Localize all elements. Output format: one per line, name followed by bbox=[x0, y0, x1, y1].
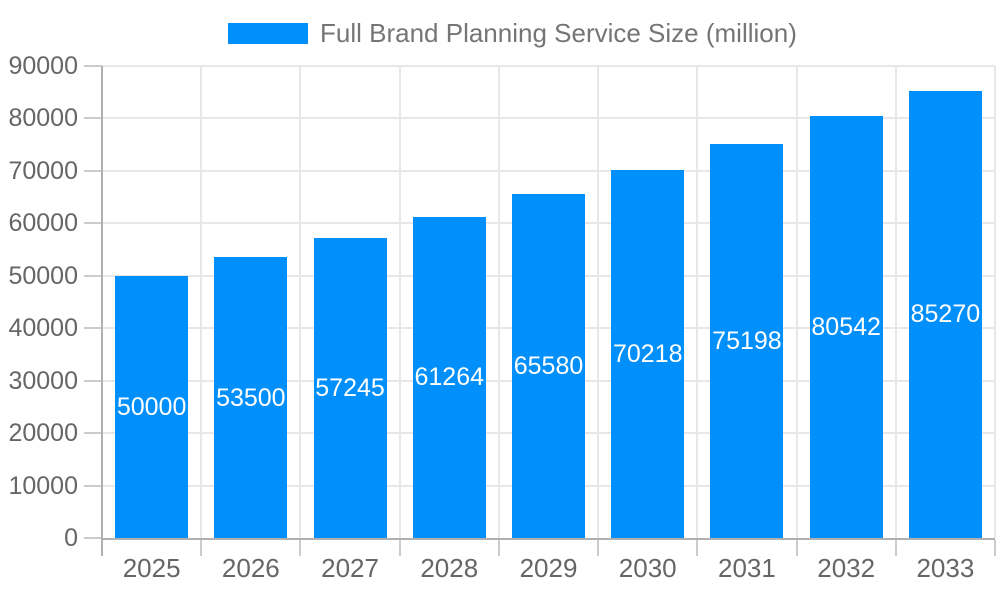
bar-value-label: 75198 bbox=[712, 326, 782, 355]
bar-value-label: 53500 bbox=[216, 383, 286, 412]
x-axis-label: 2026 bbox=[221, 553, 280, 583]
y-axis-tick bbox=[84, 65, 102, 67]
gridline-vertical bbox=[398, 66, 401, 538]
x-axis-tick bbox=[299, 540, 302, 556]
y-axis-label: 20000 bbox=[8, 419, 78, 448]
y-axis-tick bbox=[84, 379, 102, 382]
bar[interactable] bbox=[115, 275, 189, 538]
y-axis-tick bbox=[84, 274, 102, 277]
bar-value-label: 80542 bbox=[811, 312, 881, 341]
y-axis-label: 30000 bbox=[8, 366, 78, 395]
gridline-vertical bbox=[497, 66, 500, 538]
bar[interactable] bbox=[412, 216, 486, 538]
x-axis-tick bbox=[696, 540, 699, 556]
y-axis-tick bbox=[84, 537, 102, 539]
legend-marker-swatch bbox=[228, 22, 308, 44]
gridline-vertical bbox=[696, 66, 699, 538]
x-axis-tick bbox=[398, 540, 401, 556]
bar-value-label: 50000 bbox=[116, 392, 187, 421]
gridline-horizontal bbox=[102, 65, 995, 67]
x-axis-label: 2030 bbox=[618, 553, 677, 583]
bar[interactable] bbox=[908, 90, 982, 538]
y-axis-tick bbox=[84, 222, 102, 225]
y-axis-tick bbox=[84, 169, 102, 172]
x-axis-tick bbox=[894, 540, 897, 556]
y-axis-tick bbox=[84, 327, 102, 330]
y-axis-label: 10000 bbox=[8, 471, 78, 500]
y-axis-label: 40000 bbox=[8, 314, 78, 343]
bar[interactable] bbox=[710, 143, 784, 538]
gridline-vertical bbox=[795, 66, 798, 538]
gridline-vertical bbox=[994, 66, 996, 538]
gridline-horizontal bbox=[102, 117, 995, 120]
legend-item[interactable]: Full Brand Planning Service Size (millio… bbox=[228, 19, 797, 47]
y-axis-label: 90000 bbox=[8, 52, 78, 80]
y-axis-line bbox=[101, 66, 103, 556]
gridline-vertical bbox=[894, 66, 897, 538]
y-axis-tick bbox=[84, 484, 102, 487]
x-axis-label: 2028 bbox=[420, 553, 479, 583]
y-axis-label: 70000 bbox=[8, 156, 78, 185]
bar-value-label: 65580 bbox=[513, 352, 584, 381]
bar[interactable] bbox=[512, 194, 585, 538]
x-axis-label: 2029 bbox=[519, 553, 578, 583]
y-axis-label: 50000 bbox=[8, 261, 78, 290]
bar-value-label: 70218 bbox=[612, 339, 683, 368]
bar[interactable] bbox=[214, 257, 288, 538]
x-axis-line bbox=[101, 538, 995, 540]
legend-label: Full Brand Planning Service Size (millio… bbox=[320, 18, 797, 48]
y-axis-label: 0 bbox=[64, 524, 78, 552]
bar[interactable] bbox=[313, 237, 387, 538]
bar[interactable] bbox=[611, 169, 685, 538]
x-axis-label: 2031 bbox=[718, 553, 776, 583]
x-axis-label: 2033 bbox=[916, 553, 975, 583]
x-axis-tick bbox=[597, 540, 600, 556]
y-axis-tick bbox=[84, 432, 102, 435]
x-axis-label: 2025 bbox=[122, 553, 181, 583]
bar-value-label: 61264 bbox=[414, 363, 485, 392]
x-axis-label: 2032 bbox=[817, 553, 876, 583]
y-axis-label: 60000 bbox=[8, 209, 78, 238]
x-axis-tick bbox=[795, 540, 798, 556]
gridline-horizontal bbox=[102, 169, 995, 172]
x-axis-tick bbox=[497, 540, 500, 556]
gridline-vertical bbox=[299, 66, 302, 538]
x-axis-label: 2027 bbox=[321, 553, 379, 583]
y-axis-tick bbox=[84, 117, 102, 120]
y-axis-label: 80000 bbox=[8, 104, 78, 133]
bar[interactable] bbox=[809, 115, 883, 538]
bar-value-label: 85270 bbox=[910, 300, 981, 329]
x-axis-tick bbox=[200, 540, 203, 556]
gridline-vertical bbox=[597, 66, 600, 538]
gridline-vertical bbox=[200, 66, 203, 538]
x-axis-tick bbox=[994, 540, 996, 556]
bar-value-label: 57245 bbox=[315, 373, 385, 402]
